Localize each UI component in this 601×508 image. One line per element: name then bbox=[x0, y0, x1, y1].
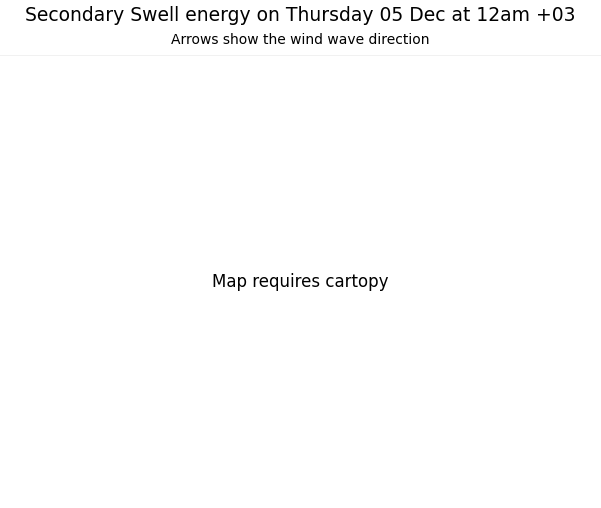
Text: Map requires cartopy: Map requires cartopy bbox=[212, 273, 389, 291]
Text: Secondary Swell energy on Thursday 05 Dec at 12am +03: Secondary Swell energy on Thursday 05 De… bbox=[25, 6, 576, 25]
Text: Arrows show the wind wave direction: Arrows show the wind wave direction bbox=[171, 33, 430, 47]
